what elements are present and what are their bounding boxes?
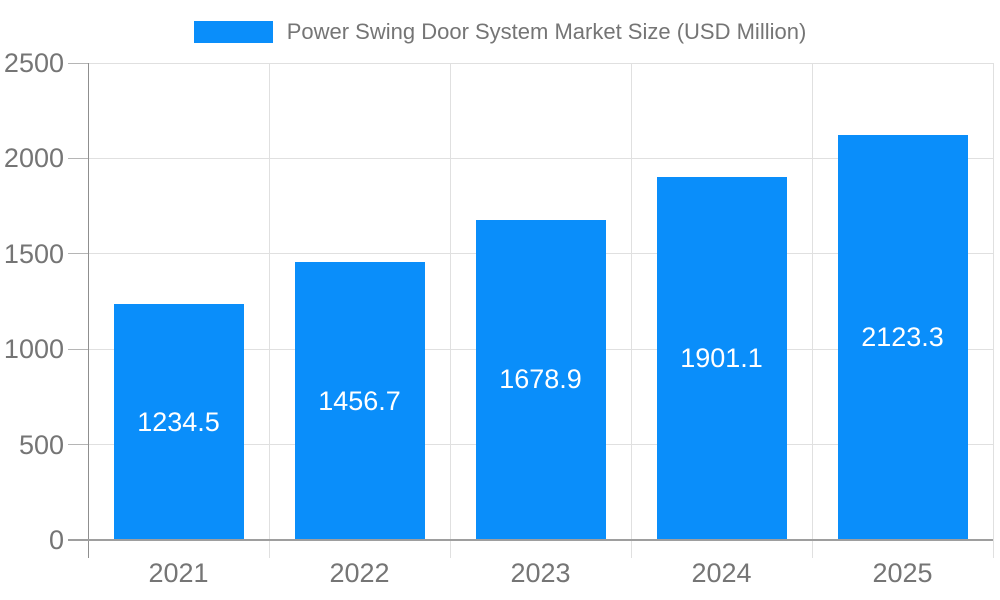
gridline-vertical: [268, 63, 270, 558]
y-axis-label: 1500: [3, 238, 64, 269]
y-axis-tick: [68, 253, 88, 255]
gridline-horizontal: [88, 157, 993, 159]
bar-value-label: 1234.5: [137, 406, 220, 437]
y-axis-tick: [68, 157, 88, 159]
gridline-vertical: [811, 63, 813, 558]
gridline-horizontal: [88, 62, 993, 64]
y-axis-label: 0: [48, 525, 64, 555]
bar-value-label: 2123.3: [861, 321, 944, 352]
x-axis-label-2025: 2025: [872, 558, 933, 588]
y-axis-tick: [68, 444, 88, 446]
bar-2023[interactable]: 1678.9: [475, 219, 606, 540]
x-axis-label-2023: 2023: [510, 558, 571, 588]
x-axis-label-2022: 2022: [329, 558, 390, 588]
y-axis-label: 2000: [3, 143, 64, 174]
bar-value-label: 1456.7: [318, 385, 401, 416]
bar-2024[interactable]: 1901.1: [656, 177, 787, 540]
legend-swatch: [193, 21, 273, 43]
x-axis-baseline: [68, 539, 993, 541]
bar-2022[interactable]: 1456.7: [294, 262, 425, 540]
y-axis-tick: [68, 62, 88, 64]
x-axis-label-2024: 2024: [691, 558, 752, 588]
legend: Power Swing Door System Market Size (USD…: [0, 20, 1000, 44]
bar-value-label: 1901.1: [680, 343, 763, 374]
x-axis-label-2021: 2021: [148, 558, 209, 588]
legend-label: Power Swing Door System Market Size (USD…: [286, 19, 807, 44]
gridline-vertical: [992, 63, 994, 558]
y-axis-label: 2500: [3, 48, 64, 78]
y-axis-tick: [68, 348, 88, 350]
y-axis-label: 1000: [3, 334, 64, 365]
y-axis-line: [88, 63, 89, 558]
y-axis-label: 500: [18, 429, 64, 460]
bar-value-label: 1678.9: [499, 364, 582, 395]
gridline-vertical: [449, 63, 451, 558]
bar-2025[interactable]: 2123.3: [837, 134, 968, 540]
bar-2021[interactable]: 1234.5: [113, 304, 244, 540]
gridline-vertical: [630, 63, 632, 558]
